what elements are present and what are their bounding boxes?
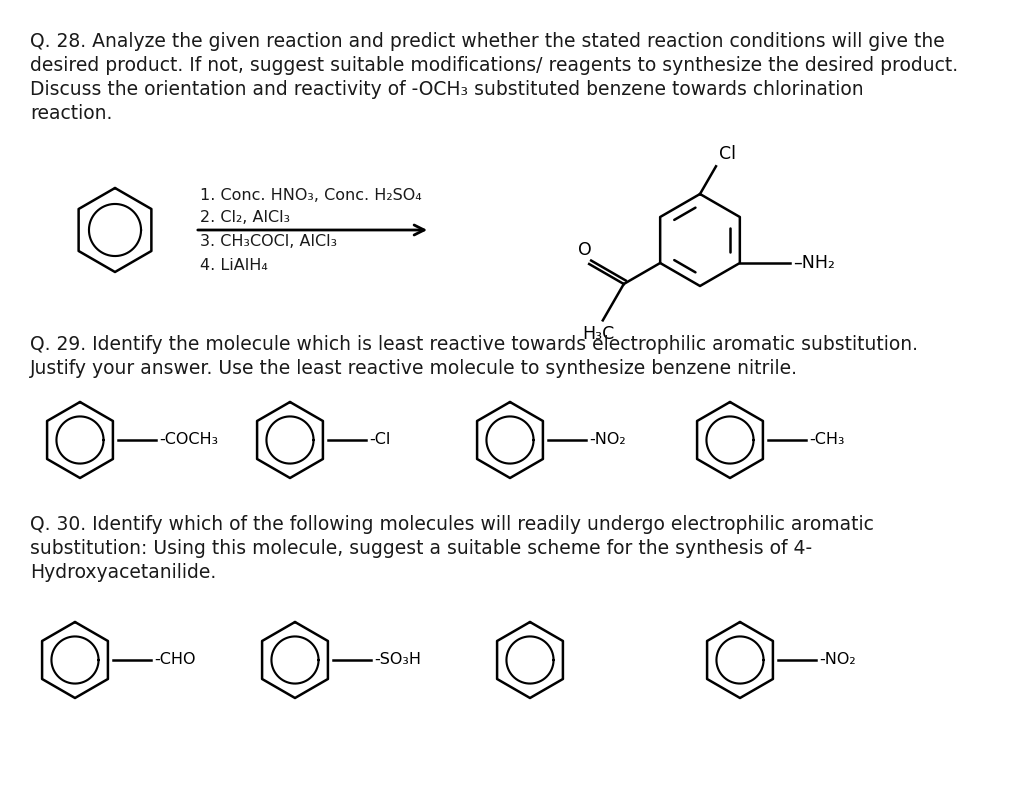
Text: -Cl: -Cl	[369, 432, 390, 448]
Text: -SO₃H: -SO₃H	[374, 653, 421, 667]
Text: 3. CH₃COCl, AlCl₃: 3. CH₃COCl, AlCl₃	[200, 234, 337, 249]
Text: -COCH₃: -COCH₃	[159, 432, 218, 448]
Text: 1. Conc. HNO₃, Conc. H₂SO₄: 1. Conc. HNO₃, Conc. H₂SO₄	[200, 188, 422, 203]
Text: –NH₂: –NH₂	[793, 254, 835, 272]
Text: H₃C: H₃C	[583, 326, 615, 343]
Text: reaction.: reaction.	[30, 104, 113, 123]
Text: Hydroxyacetanilide.: Hydroxyacetanilide.	[30, 563, 216, 582]
Text: -NO₂: -NO₂	[589, 432, 626, 448]
Text: desired product. If not, suggest suitable modifications/ reagents to synthesize : desired product. If not, suggest suitabl…	[30, 56, 958, 75]
Text: -NO₂: -NO₂	[819, 653, 856, 667]
Text: Justify your answer. Use the least reactive molecule to synthesize benzene nitri: Justify your answer. Use the least react…	[30, 359, 798, 378]
Text: Discuss the orientation and reactivity of -OCH₃ substituted benzene towards chlo: Discuss the orientation and reactivity o…	[30, 80, 863, 99]
Text: Cl: Cl	[719, 145, 736, 163]
Text: -CHO: -CHO	[154, 653, 196, 667]
Text: Q. 30. Identify which of the following molecules will readily undergo electrophi: Q. 30. Identify which of the following m…	[30, 515, 873, 534]
Text: -CH₃: -CH₃	[809, 432, 845, 448]
Text: 2. Cl₂, AlCl₃: 2. Cl₂, AlCl₃	[200, 210, 290, 225]
Text: Q. 28. Analyze the given reaction and predict whether the stated reaction condit: Q. 28. Analyze the given reaction and pr…	[30, 32, 945, 51]
Text: substitution: Using this molecule, suggest a suitable scheme for the synthesis o: substitution: Using this molecule, sugge…	[30, 539, 812, 558]
Text: Q. 29. Identify the molecule which is least reactive towards electrophilic aroma: Q. 29. Identify the molecule which is le…	[30, 335, 918, 354]
Text: O: O	[579, 241, 592, 259]
Text: 4. LiAlH₄: 4. LiAlH₄	[200, 258, 268, 273]
